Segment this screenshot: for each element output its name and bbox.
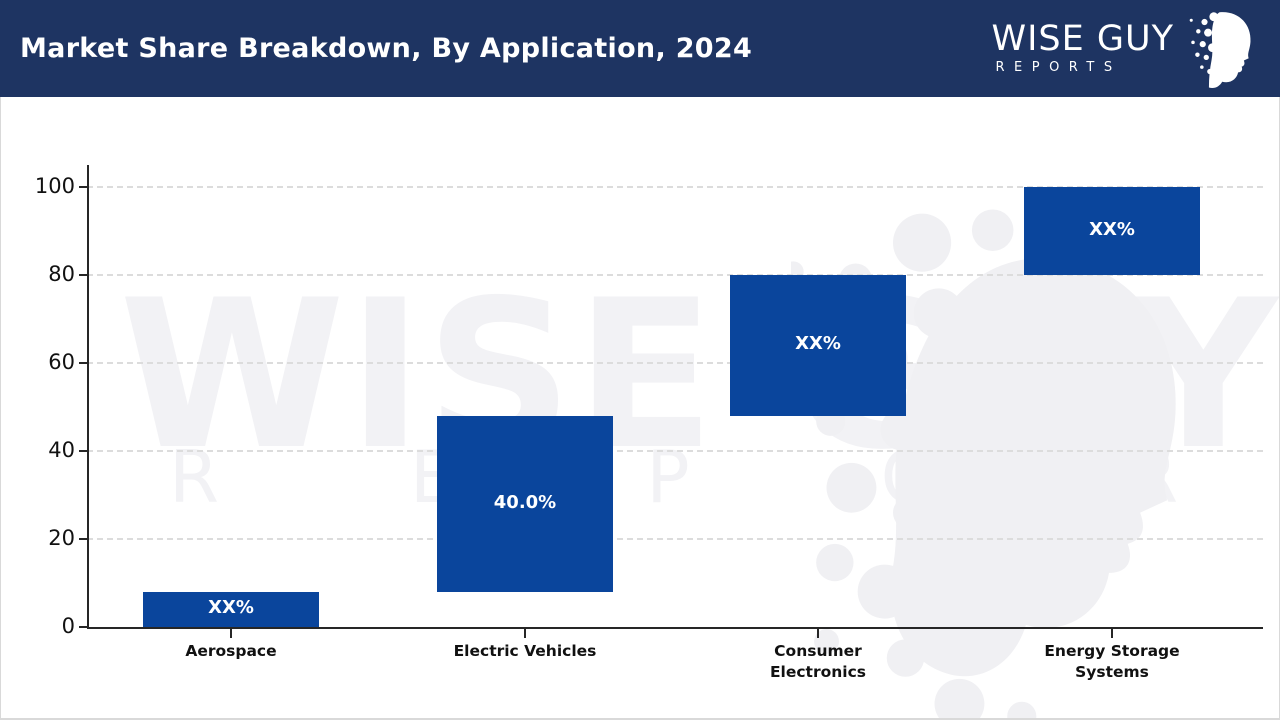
x-tick-mark-energy-storage-systems bbox=[1111, 629, 1113, 638]
x-axis-line bbox=[87, 627, 1263, 629]
brand-name: WISE GUY bbox=[991, 19, 1174, 59]
y-tick-mark-20 bbox=[79, 537, 87, 540]
header: Market Share Breakdown, By Application, … bbox=[0, 0, 1280, 97]
gridline-100 bbox=[87, 185, 1263, 188]
y-tick-mark-100 bbox=[79, 185, 87, 188]
gridline-60 bbox=[87, 361, 1263, 364]
gridline-80 bbox=[87, 273, 1263, 276]
bar-aerospace: XX% bbox=[143, 591, 319, 627]
bar-consumer-electronics: XX% bbox=[730, 274, 906, 416]
y-tick-mark-40 bbox=[79, 449, 87, 452]
bar-value-label-consumer-electronics: XX% bbox=[795, 333, 841, 355]
x-tick-label-aerospace: Aerospace bbox=[185, 642, 277, 660]
x-tick-label-electric-vehicles: Electric Vehicles bbox=[453, 642, 597, 660]
bar-value-label-aerospace: XX% bbox=[208, 597, 254, 619]
y-tick-label-20: 20 bbox=[48, 525, 75, 550]
brand-head-icon bbox=[1189, 11, 1251, 88]
x-tick-mark-consumer-electronics bbox=[817, 629, 819, 638]
brand-logo-text: WISE GUY REPORTS bbox=[991, 19, 1174, 76]
bar-value-label-energy-storage-systems: XX% bbox=[1089, 218, 1135, 240]
y-tick-label-60: 60 bbox=[48, 349, 75, 374]
x-tick-mark-electric-vehicles bbox=[524, 629, 526, 638]
y-tick-mark-60 bbox=[79, 361, 87, 364]
chart-container: WISE GUY R E P O R T S 0 20 40 60 80 100 XX% Ae… bbox=[0, 97, 1280, 720]
y-tick-mark-0 bbox=[79, 626, 87, 628]
x-tick-label-consumer-electronics: Consumer Electronics bbox=[769, 642, 867, 681]
watermark-brand-text: WISE GUY bbox=[119, 257, 1280, 495]
y-tick-label-40: 40 bbox=[48, 437, 75, 462]
y-axis-line bbox=[87, 165, 89, 629]
bar-energy-storage-systems: XX% bbox=[1024, 186, 1200, 275]
x-tick-mark-aerospace bbox=[230, 629, 232, 638]
y-tick-mark-80 bbox=[79, 273, 87, 276]
y-tick-label-100: 100 bbox=[34, 173, 75, 198]
brand-subtitle: REPORTS bbox=[995, 60, 1122, 75]
watermark-reports-text: R E P O R T S bbox=[169, 435, 1279, 519]
x-tick-label-energy-storage-systems: Energy Storage Systems bbox=[1044, 642, 1180, 681]
gridline-40 bbox=[87, 449, 1263, 452]
brand-logo: WISE GUY REPORTS bbox=[991, 7, 1262, 91]
y-tick-label-0: 0 bbox=[61, 614, 75, 638]
page-title: Market Share Breakdown, By Application, … bbox=[20, 33, 753, 64]
bar-electric-vehicles: 40.0% bbox=[437, 415, 613, 592]
bar-value-label-electric-vehicles: 40.0% bbox=[493, 491, 557, 513]
y-tick-label-80: 80 bbox=[48, 261, 75, 286]
gridline-20 bbox=[87, 537, 1263, 540]
